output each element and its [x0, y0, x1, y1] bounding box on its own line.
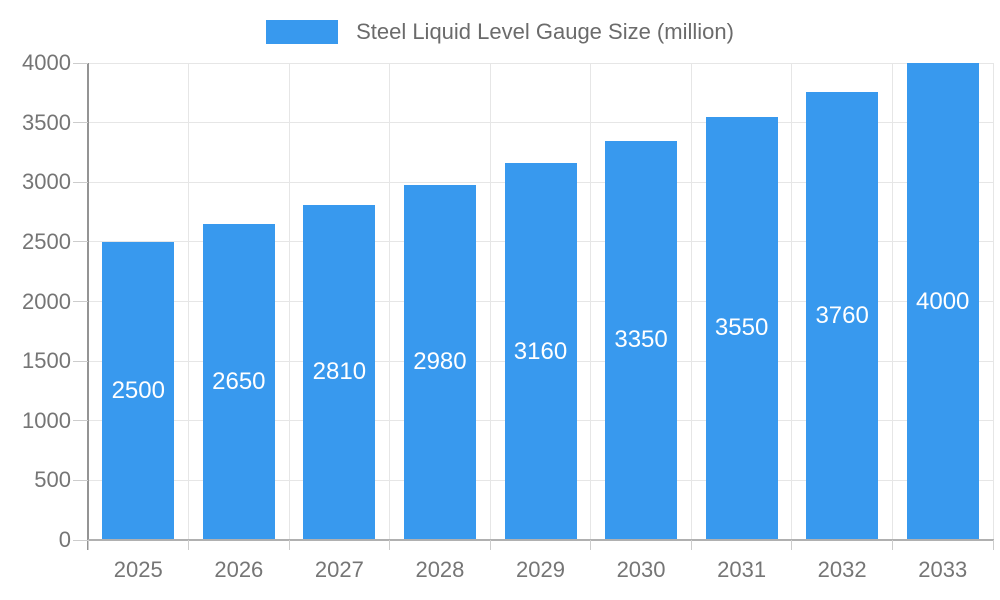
- x-axis-label: 2025: [113, 557, 163, 582]
- bar-value-label: 3350: [614, 326, 668, 354]
- plot-area: 0 500 1000 1500 2000 2500 3000 3500 4000 2025 2026…: [22, 50, 994, 582]
- legend-swatch: [266, 20, 339, 44]
- x-axis-label: 2029: [516, 557, 565, 582]
- x-axis-tick: [690, 540, 692, 550]
- legend-label: Steel Liquid Level Gauge Size (million): [356, 19, 734, 44]
- y-axis-label: 3000: [22, 169, 71, 195]
- y-axis-tick: [73, 360, 88, 362]
- y-axis-tick: [73, 479, 88, 481]
- x-axis-tick: [489, 540, 491, 550]
- x-axis-tick: [87, 540, 89, 550]
- bar-2031[interactable]: [705, 116, 778, 540]
- x-axis-tick: [791, 540, 793, 550]
- x-axis-tick: [188, 540, 190, 550]
- bar-value-label: 2500: [111, 376, 165, 404]
- legend: Steel Liquid Level Gauge Size (million): [0, 19, 1000, 45]
- y-axis-label: 1000: [22, 407, 71, 433]
- x-axis-label: 2031: [717, 557, 767, 582]
- bar-value-label: 2980: [413, 348, 467, 376]
- legend-item[interactable]: Steel Liquid Level Gauge Size (million): [266, 19, 734, 45]
- bar-value-label: 4000: [916, 287, 970, 315]
- y-axis-label: 0: [58, 527, 71, 552]
- y-axis-tick: [73, 181, 88, 183]
- horizontal-gridline: [88, 122, 993, 124]
- y-axis-tick: [73, 301, 88, 302]
- y-axis-label: 3500: [22, 109, 71, 135]
- x-axis-tick: [992, 540, 994, 550]
- bar-2029[interactable]: [504, 163, 577, 540]
- x-axis-tick: [590, 540, 592, 550]
- bar-2030[interactable]: [605, 140, 678, 540]
- y-axis-label: 1500: [22, 348, 71, 374]
- bar-2033[interactable]: [906, 63, 979, 540]
- bar-2027[interactable]: [303, 204, 376, 540]
- horizontal-gridline: [88, 62, 993, 64]
- x-axis-label: 2030: [616, 557, 666, 582]
- bar-value-label: 2650: [212, 367, 266, 395]
- x-axis-tick: [891, 540, 893, 550]
- y-axis-tick: [73, 122, 88, 124]
- x-axis-label: 2033: [918, 557, 968, 582]
- x-axis-label: 2032: [817, 557, 867, 582]
- y-axis-tick: [73, 539, 88, 541]
- x-axis-tick: [288, 540, 290, 550]
- x-axis-label: 2028: [415, 557, 465, 582]
- bar-2028[interactable]: [403, 184, 476, 540]
- bar-2025[interactable]: [102, 241, 175, 540]
- y-axis-label: 2000: [22, 288, 71, 314]
- vertical-gridline: [992, 63, 994, 540]
- y-axis-tick: [73, 241, 88, 243]
- y-axis-line: [87, 63, 89, 550]
- bar-2026[interactable]: [202, 223, 275, 540]
- bar-value-label: 3160: [513, 337, 568, 365]
- bar-value-label: 2810: [312, 358, 367, 386]
- bar-value-label: 3550: [714, 314, 769, 342]
- x-axis-label: 2026: [214, 557, 264, 582]
- y-axis-label: 2500: [22, 228, 71, 254]
- y-axis-label: 4000: [22, 50, 71, 75]
- bar-2032[interactable]: [806, 91, 879, 540]
- y-axis-label: 500: [34, 467, 71, 493]
- x-axis-line: [88, 539, 994, 541]
- y-axis-tick: [73, 62, 88, 64]
- x-axis-tick: [389, 540, 391, 550]
- bar-value-label: 3760: [815, 301, 869, 329]
- x-axis-label: 2027: [314, 557, 364, 582]
- y-axis-tick: [73, 420, 88, 422]
